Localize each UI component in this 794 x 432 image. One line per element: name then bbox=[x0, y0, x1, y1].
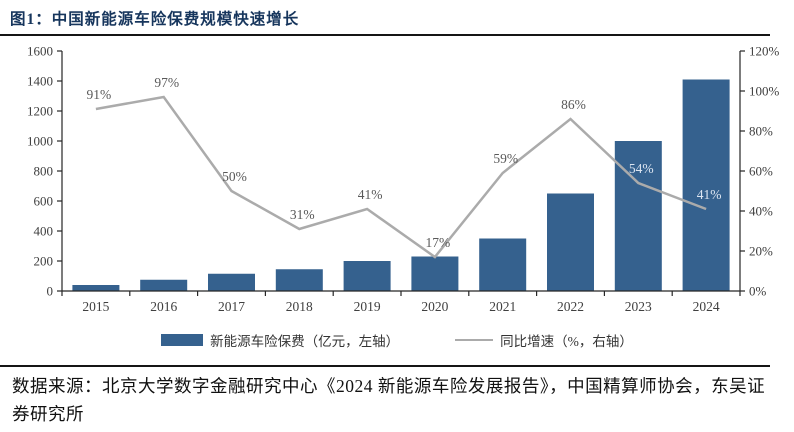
growth-data-label: 41% bbox=[358, 187, 383, 202]
right-axis-tick-label: 60% bbox=[749, 164, 773, 179]
left-axis-tick-label: 200 bbox=[34, 254, 54, 269]
x-axis-label: 2023 bbox=[625, 299, 652, 314]
x-axis-label: 2018 bbox=[286, 299, 313, 314]
growth-data-label: 50% bbox=[222, 169, 247, 184]
growth-data-label: 59% bbox=[493, 151, 518, 166]
bar-series-swatch-icon bbox=[161, 334, 204, 346]
bar-2023 bbox=[614, 141, 662, 291]
title-divider bbox=[0, 34, 770, 36]
right-axis-tick-label: 120% bbox=[749, 44, 780, 59]
left-axis-tick-label: 1400 bbox=[27, 74, 53, 89]
data-source-note: 数据来源：北京大学数字金融研究中心《2024 新能源车险发展报告》，中国精算师协… bbox=[12, 376, 766, 424]
figure-header: 图1：中国新能源车险保费规模快速增长 bbox=[0, 0, 794, 34]
legend-item-growth-line: 同比增速（%，右轴） bbox=[455, 330, 633, 350]
bar-2016 bbox=[140, 279, 188, 291]
legend-item-premium-bars: 新能源车险保费（亿元，左轴） bbox=[161, 330, 399, 350]
chart-legend: 新能源车险保费（亿元，左轴） 同比增速（%，右轴） bbox=[0, 329, 794, 351]
bar-2019 bbox=[343, 261, 391, 291]
x-axis-label: 2017 bbox=[218, 299, 245, 314]
growth-data-label: 17% bbox=[426, 235, 451, 250]
growth-data-label: 54% bbox=[629, 161, 654, 176]
right-axis-tick-label: 100% bbox=[749, 84, 780, 99]
bar-series-label: 新能源车险保费（亿元，左轴） bbox=[210, 334, 400, 349]
bar-2018 bbox=[275, 269, 323, 291]
bar-2020 bbox=[411, 256, 459, 291]
growth-data-label: 97% bbox=[154, 75, 179, 90]
x-axis-label: 2016 bbox=[150, 299, 177, 314]
x-axis-label: 2021 bbox=[489, 299, 516, 314]
growth-data-label: 31% bbox=[290, 207, 315, 222]
right-axis-tick-label: 0% bbox=[749, 284, 767, 299]
left-axis-tick-label: 0 bbox=[47, 284, 54, 299]
figure-title: 图1：中国新能源车险保费规模快速增长 bbox=[10, 11, 300, 28]
left-axis-tick-label: 1000 bbox=[27, 134, 53, 149]
source-divider bbox=[0, 365, 770, 367]
growth-data-label: 41% bbox=[697, 187, 722, 202]
x-axis-label: 2022 bbox=[557, 299, 584, 314]
right-axis-tick-label: 40% bbox=[749, 204, 773, 219]
growth-data-label: 91% bbox=[87, 87, 112, 102]
x-axis-label: 2019 bbox=[354, 299, 381, 314]
bar-2015 bbox=[72, 285, 120, 291]
line-series-label: 同比增速（%，右轴） bbox=[500, 334, 633, 349]
bar-2022 bbox=[547, 193, 594, 291]
x-axis-label: 2015 bbox=[82, 299, 109, 314]
growth-data-label: 86% bbox=[561, 97, 586, 112]
left-axis-tick-label: 1200 bbox=[27, 104, 53, 119]
combo-chart: 0 200 400 600 800 1000 1200 1400 1600 0% 20% 40% 60%… bbox=[27, 44, 780, 315]
bar-2021 bbox=[479, 238, 527, 291]
left-axis-tick-label: 1600 bbox=[27, 44, 53, 59]
left-axis-tick-label: 800 bbox=[34, 164, 54, 179]
bar-2017 bbox=[208, 273, 255, 291]
left-axis-tick-label: 600 bbox=[34, 194, 54, 209]
line-series-swatch-icon bbox=[455, 338, 494, 342]
right-axis-tick-label: 80% bbox=[749, 124, 773, 139]
growth-line bbox=[95, 95, 707, 259]
x-axis-label: 2020 bbox=[421, 299, 448, 314]
left-axis-tick-label: 400 bbox=[34, 224, 54, 239]
x-axis-label: 2024 bbox=[693, 299, 720, 314]
bar-2024 bbox=[682, 79, 730, 291]
right-axis-tick-label: 20% bbox=[749, 244, 773, 259]
